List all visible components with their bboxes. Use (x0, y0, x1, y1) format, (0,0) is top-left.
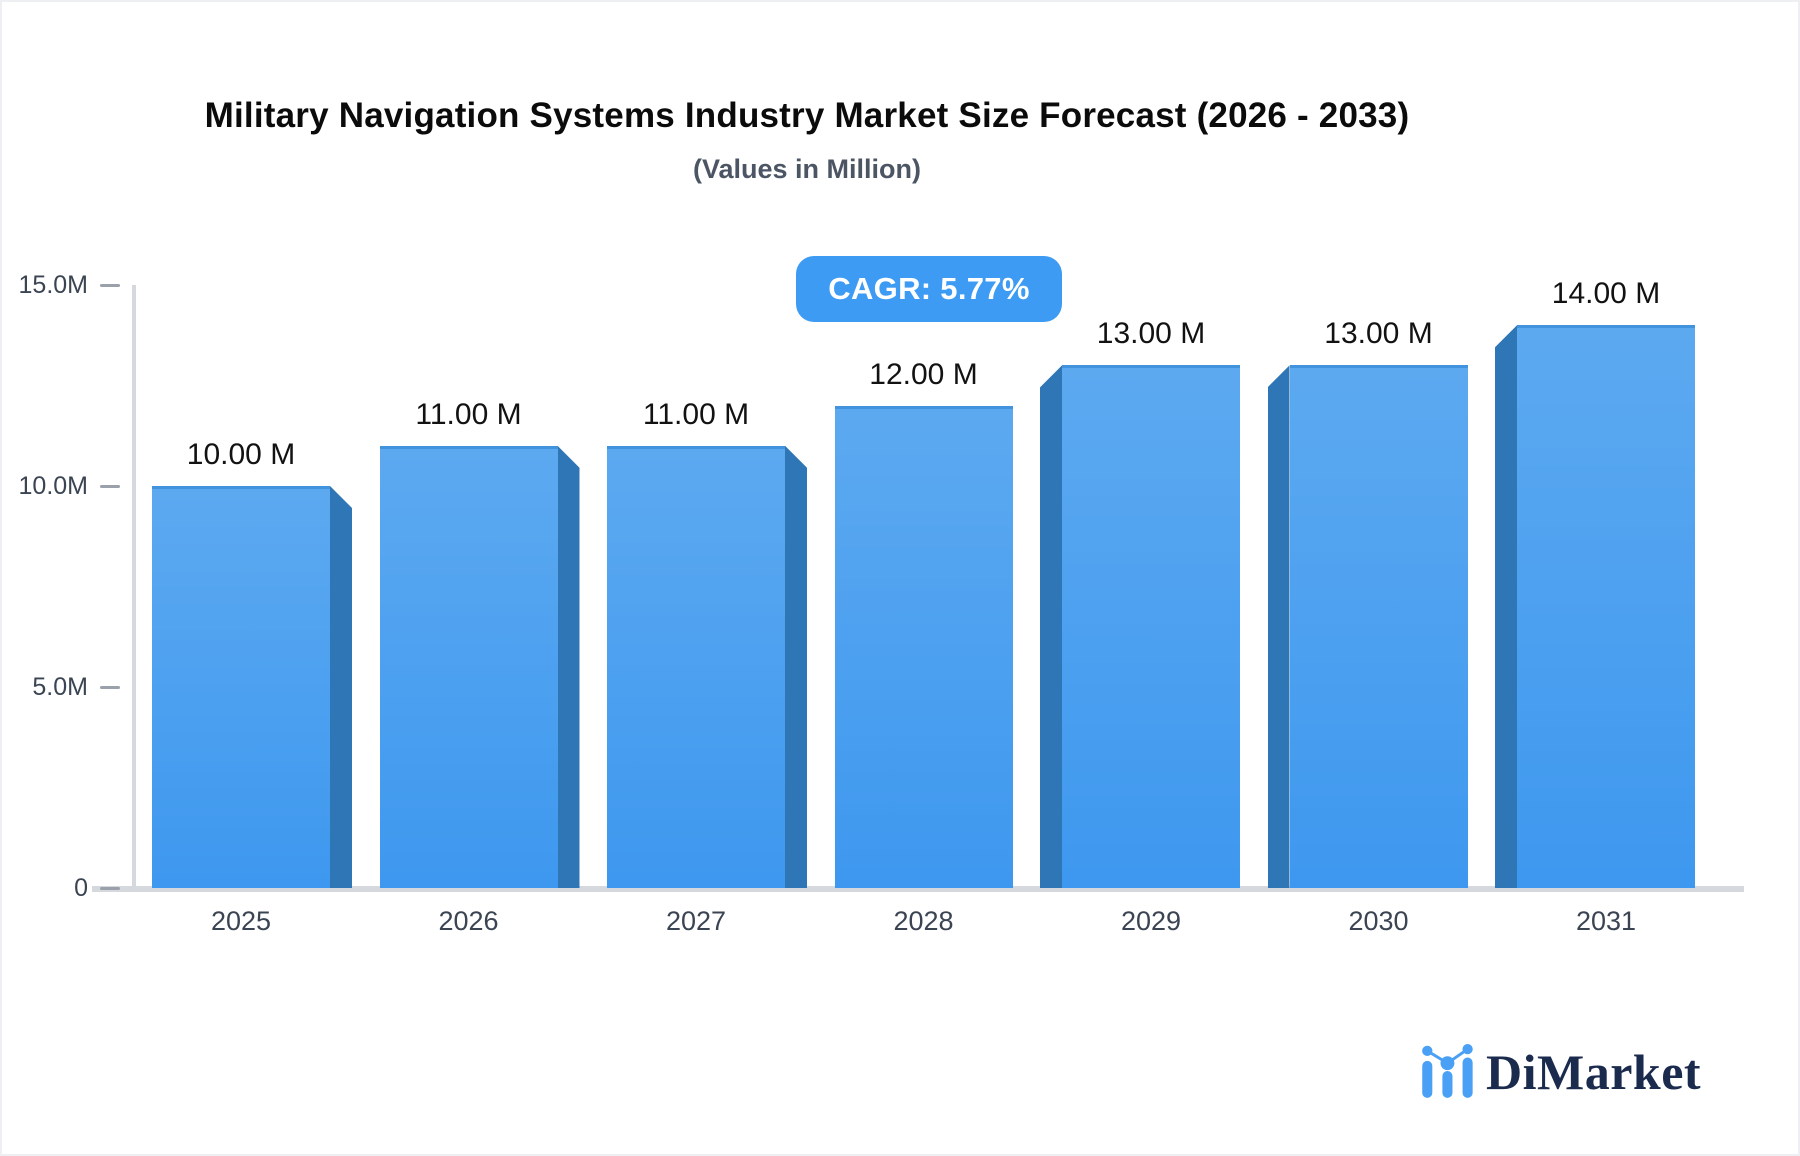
chart-title: Military Navigation Systems Industry Mar… (204, 96, 1410, 135)
bar-side-face-2027 (785, 445, 807, 888)
y-axis-tick (100, 484, 120, 488)
bar-2031 (1517, 325, 1695, 888)
x-axis-label-2031: 2031 (1575, 906, 1637, 936)
bar-2029 (1062, 365, 1240, 888)
brand-logo: DiMarket (1420, 1044, 1701, 1103)
bar-value-label-2025: 10.00 M (186, 438, 296, 471)
bar-2030 (1289, 365, 1468, 888)
bar-side-face-2031 (1495, 325, 1517, 888)
brand-name: DiMarket (1486, 1044, 1702, 1100)
x-axis-label-2026: 2026 (438, 906, 499, 936)
bar-value-label-2026: 11.00 M (415, 397, 522, 431)
x-axis-label-2030: 2030 (1348, 906, 1409, 936)
x-axis-label-2029: 2029 (1120, 906, 1182, 936)
y-axis-tick (100, 886, 120, 890)
bar-value-label-2030: 13.00 M (1324, 317, 1433, 351)
x-axis-label-2028: 2028 (893, 906, 954, 936)
x-axis-baseline (92, 886, 1744, 892)
bar-value-label-2028: 12.00 M (869, 357, 978, 391)
bar-2028 (834, 405, 1013, 888)
y-axis-tick (100, 283, 120, 287)
chart-subtitle: (Values in Million) (692, 154, 922, 184)
chart-header: Military Navigation Systems Industry Mar… (2, 96, 1612, 185)
x-axis-label-2027: 2027 (665, 906, 727, 936)
x-axis-label-2025: 2025 (210, 906, 272, 936)
bar-side-face-2025 (330, 486, 352, 888)
bar-chart-logo-icon (1420, 1044, 1476, 1103)
y-axis-tick-label: 5.0M (32, 673, 88, 701)
bar-2027 (607, 445, 785, 888)
bar-side-face-2026 (557, 445, 580, 888)
cagr-badge: CAGR: 5.77% (796, 256, 1062, 322)
bar-2026 (379, 445, 558, 888)
bar-value-label-2027: 11.00 M (642, 397, 750, 431)
bar-2025 (152, 486, 330, 888)
y-axis-tick-label: 0 (74, 874, 88, 902)
y-axis-tick-label: 15.0M (18, 271, 88, 299)
y-axis-tick (100, 685, 120, 689)
bar-side-face-2029 (1040, 365, 1062, 888)
bar-side-face-2030 (1267, 365, 1290, 888)
bar-value-label-2031: 14.00 M (1551, 277, 1661, 311)
bar-value-label-2029: 13.00 M (1096, 317, 1206, 351)
y-axis-tick-label: 10.0M (18, 472, 88, 500)
y-axis-line (132, 285, 136, 888)
